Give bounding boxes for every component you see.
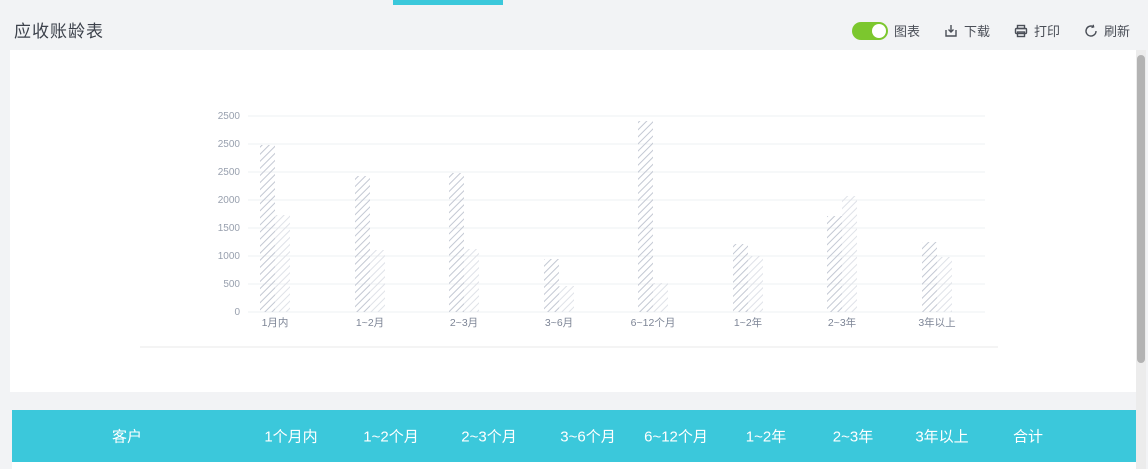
page-header: 应收账龄表 图表 下载 打印 刷新	[0, 5, 1148, 47]
table-column-header-2: 1个月内	[264, 428, 318, 446]
y-axis-tick-label: 1500	[218, 223, 241, 234]
top-tab-accent-bar	[393, 0, 503, 5]
bar-series1-6~12个月[interactable]	[638, 121, 653, 312]
y-axis-tick-label: 2000	[218, 195, 241, 206]
bar-series1-3~6月[interactable]	[544, 259, 559, 312]
page-title: 应收账龄表	[14, 22, 104, 41]
x-axis-category-label: 1~2年	[734, 316, 762, 329]
bar-series1-1~2年[interactable]	[733, 244, 748, 312]
x-axis-category-label: 6~12个月	[631, 317, 676, 329]
bar-series2-2~3年[interactable]	[842, 196, 857, 312]
y-axis-tick-label: 0	[234, 307, 240, 318]
print-icon	[1014, 24, 1028, 38]
download-icon	[944, 24, 958, 38]
bar-series2-3~6月[interactable]	[559, 286, 574, 312]
bar-series1-1~2月[interactable]	[355, 176, 370, 312]
x-axis-category-label: 3年以上	[918, 316, 955, 329]
bar-series1-2~3月[interactable]	[449, 173, 464, 312]
bar-series2-1~2月[interactable]	[370, 250, 385, 312]
aging-bar-chart: 0 500 1000 1500 2000 2500 2500 2500 1月内 1~2月 2~3月 3…	[140, 111, 998, 348]
scrollbar-thumb[interactable]	[1137, 55, 1145, 363]
table-column-header-10: 合计	[1012, 428, 1044, 446]
bar-series1-1月内[interactable]	[260, 145, 275, 312]
toggle-knob	[871, 23, 886, 38]
x-axis-category-label: 2~3月	[450, 317, 478, 329]
bar-series2-3年以上[interactable]	[937, 257, 952, 312]
table-column-header-6: 6~12个月	[644, 428, 708, 446]
x-axis-category-label: 1~2月	[356, 317, 384, 329]
y-axis-tick-label: 1000	[218, 251, 241, 262]
bar-series2-2~3月[interactable]	[464, 249, 479, 312]
scrollbar-track[interactable]	[1136, 50, 1146, 469]
print-label: 打印	[1033, 24, 1060, 39]
table-column-header-3: 1~2个月	[363, 428, 419, 446]
table-column-header-4: 2~3个月	[461, 428, 517, 446]
y-axis-tick-label: 500	[223, 279, 240, 290]
x-axis-category-label: 1月内	[262, 316, 289, 329]
refresh-label: 刷新	[1103, 24, 1130, 39]
bar-series1-2~3年[interactable]	[827, 216, 842, 312]
download-label: 下载	[963, 24, 990, 39]
y-axis-tick-label: 2500	[218, 111, 241, 122]
print-button[interactable]: 打印	[1014, 21, 1060, 40]
bar-series1-3年以上[interactable]	[922, 242, 937, 312]
table-column-header-9: 3年以上	[915, 428, 969, 446]
chart-toggle-label: 图表	[893, 24, 920, 39]
bar-series2-1~2年[interactable]	[748, 256, 763, 312]
chart-toggle-control[interactable]: 图表	[851, 21, 920, 40]
x-axis-category-label: 2~3年	[828, 316, 856, 329]
table-header-row: 客户 1个月内 1~2个月 2~3个月 3~6个月 6~12个月 1~2年 2~3年 3年以上 合…	[12, 410, 1136, 462]
table-column-header-7: 1~2年	[745, 428, 787, 446]
table-body-first-row	[12, 462, 1136, 469]
toggle-switch[interactable]	[851, 21, 888, 40]
toolbar: 图表 下载 打印 刷新	[851, 21, 1130, 40]
table-column-header-8: 2~3年	[832, 428, 874, 446]
download-button[interactable]: 下载	[944, 21, 990, 40]
y-axis-tick-label: 2500	[218, 167, 241, 178]
table-column-header-5: 3~6个月	[560, 428, 616, 446]
bar-series2-1月内[interactable]	[275, 215, 290, 312]
bar-series2-6~12个月[interactable]	[653, 283, 668, 312]
x-axis-category-label: 3~6月	[545, 317, 573, 329]
y-axis-tick-label: 2500	[218, 139, 241, 150]
chart-card: 0 500 1000 1500 2000 2500 2500 2500 1月内 1~2月 2~3月 3…	[10, 50, 1136, 392]
table-column-header-1: 客户	[111, 428, 143, 446]
refresh-icon	[1084, 24, 1098, 38]
refresh-button[interactable]: 刷新	[1084, 21, 1130, 40]
